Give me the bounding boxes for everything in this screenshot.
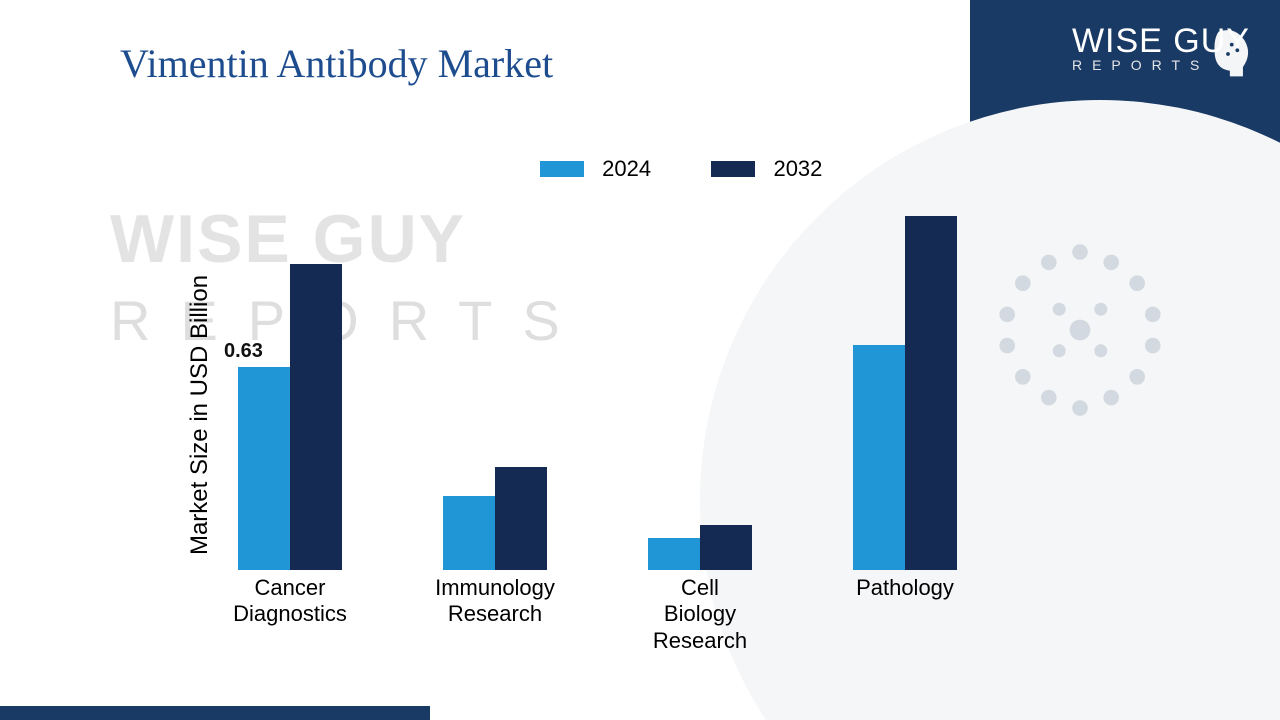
bar-2024-pathology: [853, 345, 905, 570]
legend: 2024 2032: [540, 155, 822, 182]
page-root: WISE GUY REPORTS Vimentin Antibody Marke…: [0, 0, 1280, 720]
x-label-immunology: ImmunologyResearch: [410, 575, 580, 628]
chart-area: Market Size in USD Billion 0.63 CancerDi…: [80, 200, 980, 630]
bar-2024-cellbio: [648, 538, 700, 570]
bar-2024-cancer: [238, 367, 290, 570]
chart-title: Vimentin Antibody Market: [120, 40, 553, 87]
footer-accent-bar: [0, 706, 430, 720]
x-label-cellbio: CellBiologyResearch: [615, 575, 785, 654]
legend-swatch-2032: [711, 161, 755, 177]
brand-head-icon: [1200, 26, 1256, 82]
legend-label-2032: 2032: [773, 156, 822, 182]
plot-region: 0.63: [160, 200, 980, 570]
legend-swatch-2024: [540, 161, 584, 177]
bar-2032-immunology: [495, 467, 547, 570]
value-label-cancer: 0.63: [224, 340, 263, 363]
x-label-cancer: CancerDiagnostics: [205, 575, 375, 628]
decor-head-dots: [950, 200, 1210, 460]
bar-2032-pathology: [905, 216, 957, 570]
bar-2024-immunology: [443, 496, 495, 570]
legend-label-2024: 2024: [602, 156, 651, 182]
bar-2032-cellbio: [700, 525, 752, 570]
bar-2032-cancer: [290, 264, 342, 570]
brand-logo: WISE GUY REPORTS: [1072, 22, 1250, 73]
x-label-pathology: Pathology: [820, 575, 990, 601]
